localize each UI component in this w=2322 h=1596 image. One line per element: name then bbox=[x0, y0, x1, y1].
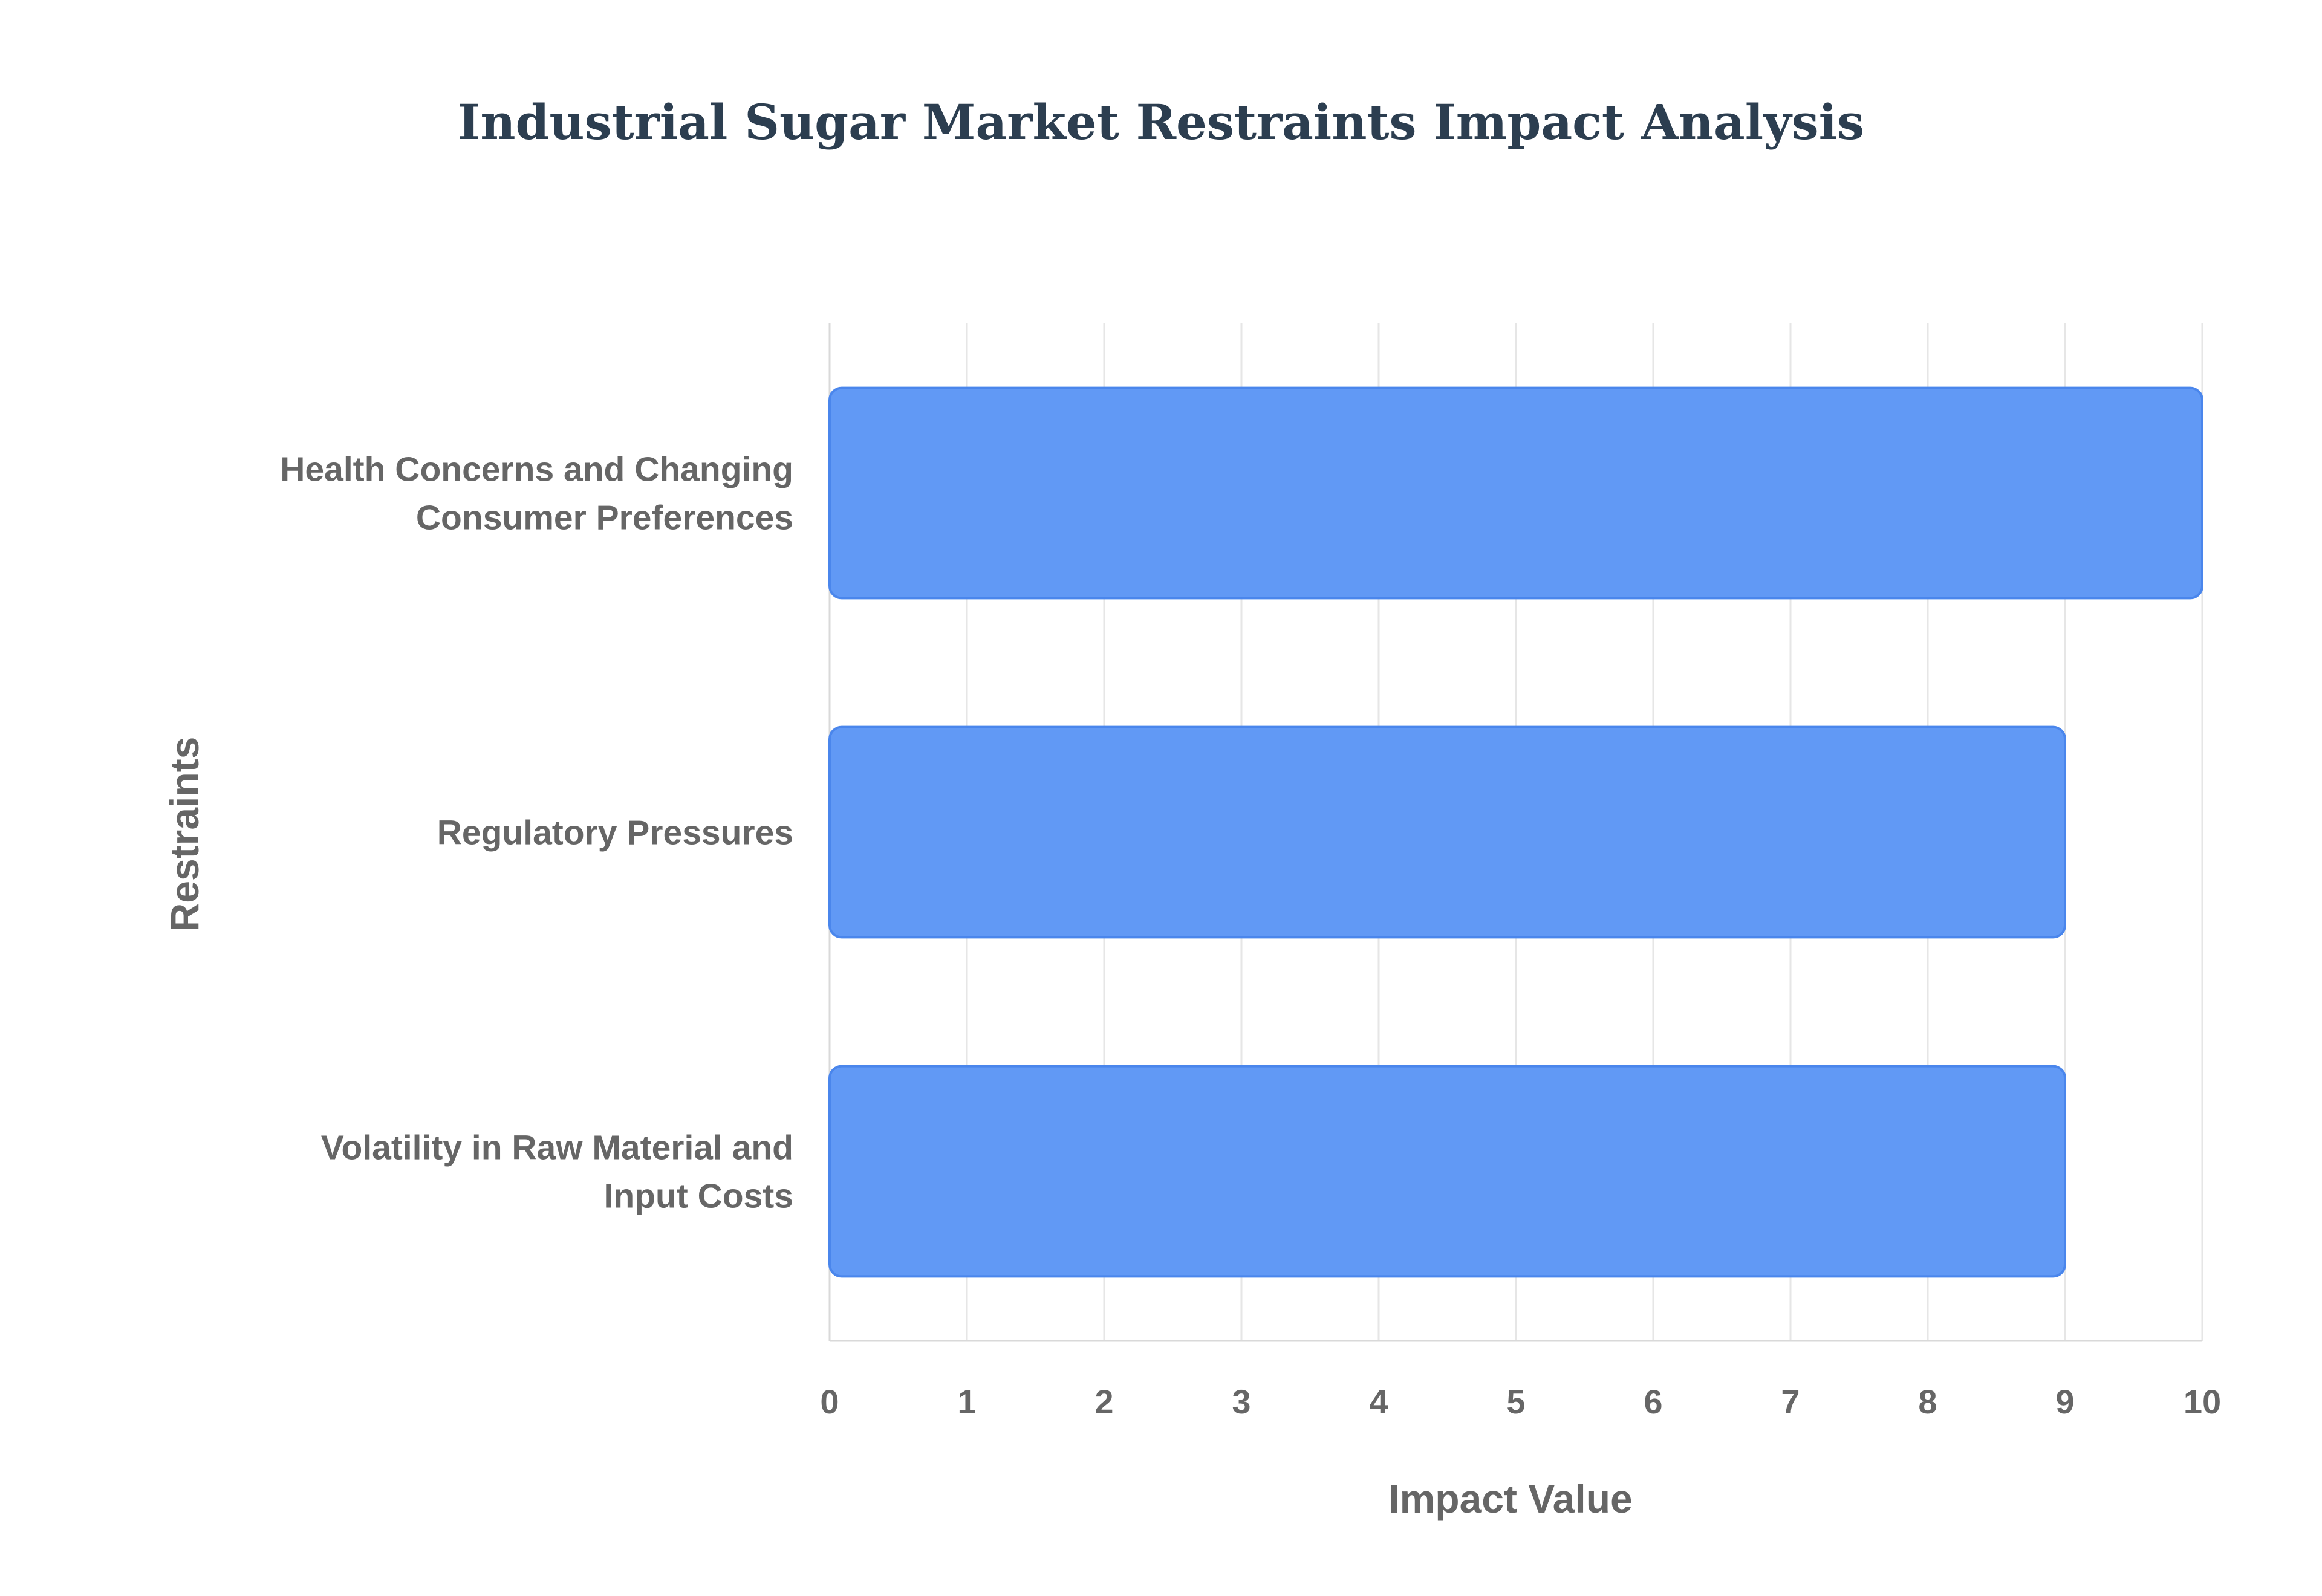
y-axis-title: Restraints bbox=[162, 737, 207, 932]
x-tick-label: 3 bbox=[1232, 1383, 1250, 1421]
y-category-label: Volatility in Raw Material and Input Cost… bbox=[321, 1129, 793, 1216]
y-category-label: Regulatory Pressures bbox=[437, 814, 793, 852]
bars bbox=[828, 386, 2203, 1278]
x-tick-label: 9 bbox=[2055, 1383, 2074, 1421]
x-tick-label: 6 bbox=[1644, 1383, 1662, 1421]
x-tick-label: 0 bbox=[820, 1383, 839, 1421]
x-tick-label: 4 bbox=[1369, 1383, 1388, 1421]
x-tick-label: 8 bbox=[1918, 1383, 1937, 1421]
x-axis-title: Impact Value bbox=[1388, 1476, 1633, 1521]
chart-title: Industrial Sugar Market Restraints Impac… bbox=[458, 94, 1864, 151]
bar bbox=[828, 1065, 2066, 1278]
x-tick-label: 5 bbox=[1506, 1383, 1525, 1421]
x-axis-ticks: 0 1 2 3 4 5 6 7 8 9 10 bbox=[820, 1383, 2221, 1421]
bar bbox=[828, 725, 2066, 939]
x-tick-label: 10 bbox=[2184, 1383, 2221, 1421]
y-category-label: Health Concerns and Changing Consumer Pre… bbox=[280, 450, 793, 537]
bar bbox=[828, 386, 2203, 600]
x-tick-label: 7 bbox=[1781, 1383, 1800, 1421]
y-axis-categories: Health Concerns and Changing Consumer Pre… bbox=[280, 450, 793, 1216]
x-tick-label: 2 bbox=[1094, 1383, 1113, 1421]
x-tick-label: 1 bbox=[957, 1383, 976, 1421]
